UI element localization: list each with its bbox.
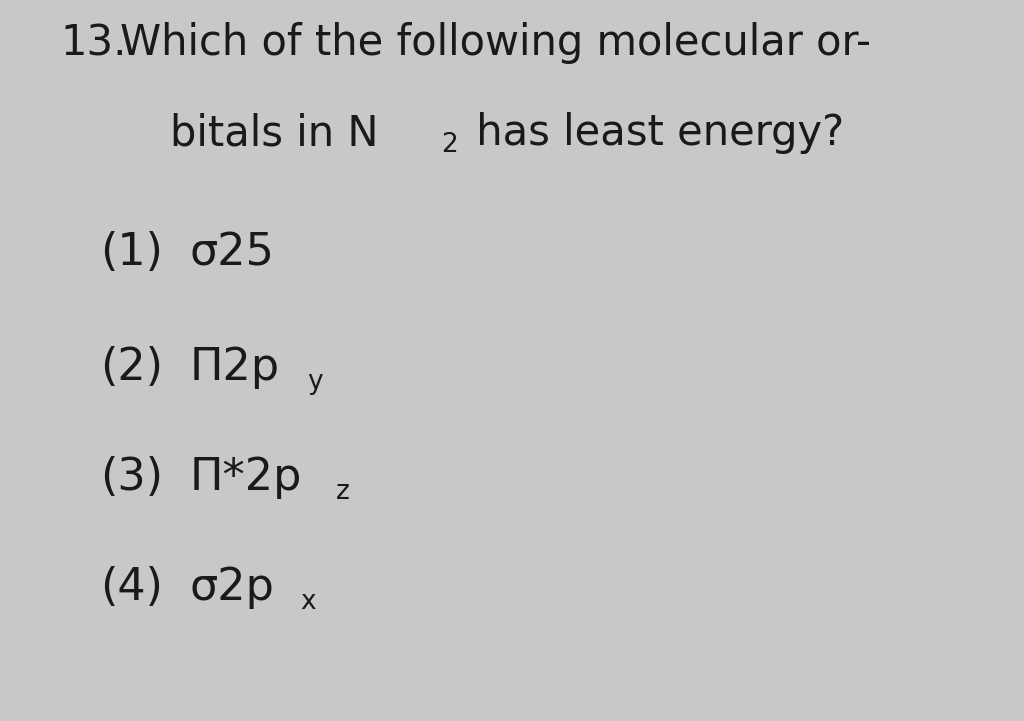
Text: x: x xyxy=(300,589,315,615)
Text: z: z xyxy=(336,479,350,505)
Text: (2): (2) xyxy=(100,346,163,389)
Text: (4): (4) xyxy=(100,566,163,609)
Text: (3): (3) xyxy=(100,456,163,499)
Text: 2: 2 xyxy=(440,133,458,159)
Text: 13.: 13. xyxy=(60,22,126,64)
Text: bitals in N: bitals in N xyxy=(170,112,379,154)
Text: y: y xyxy=(307,369,323,395)
Text: Π*2p: Π*2p xyxy=(190,456,302,499)
Text: (1): (1) xyxy=(100,231,163,274)
Text: has least energy?: has least energy? xyxy=(463,112,844,154)
Text: σ2p: σ2p xyxy=(190,566,274,609)
Text: σ25: σ25 xyxy=(190,231,274,274)
Text: Π2p: Π2p xyxy=(190,346,281,389)
Text: Which of the following molecular or-: Which of the following molecular or- xyxy=(120,22,871,64)
